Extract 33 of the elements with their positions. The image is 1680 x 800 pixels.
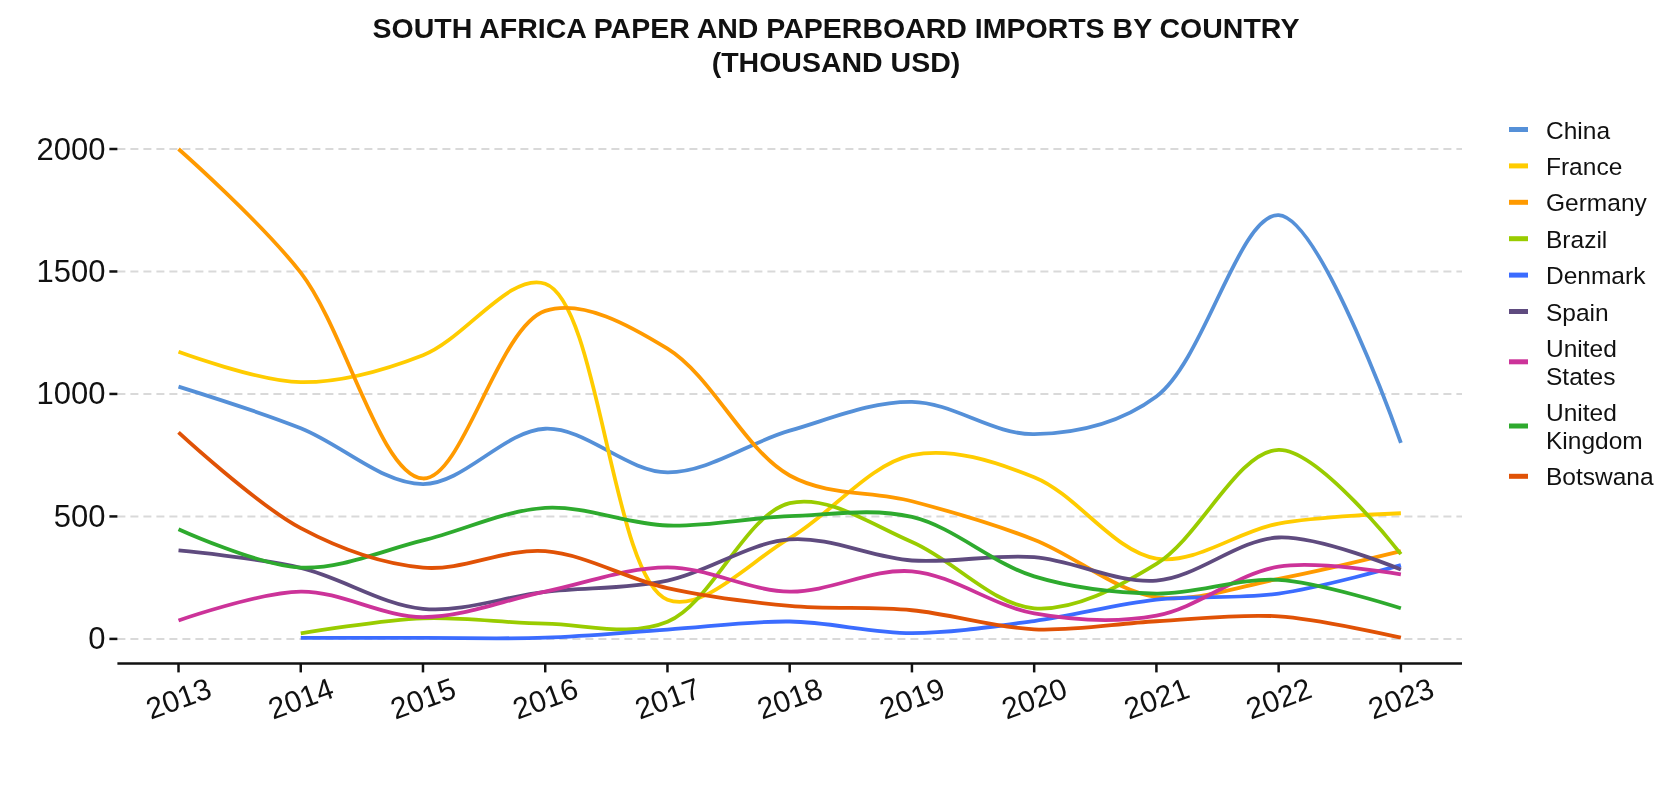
- x-tick-label: 2014: [263, 671, 338, 726]
- legend-label: United States: [1546, 334, 1617, 390]
- y-tick-label: 1000: [36, 376, 106, 412]
- x-tick-label: 2017: [630, 671, 705, 726]
- legend-label: Denmark: [1546, 261, 1647, 289]
- line-series: [176, 213, 1403, 486]
- x-tick-label: 2019: [874, 671, 949, 726]
- y-tick-label: 1500: [36, 253, 106, 289]
- line-series: [298, 447, 1403, 636]
- x-tick-label: 2018: [752, 671, 827, 726]
- x-tick-label: 2021: [1119, 671, 1194, 726]
- y-tick-label: 500: [53, 498, 106, 534]
- y-tick-label: 2000: [36, 131, 106, 167]
- x-tick-label: 2016: [508, 671, 583, 726]
- y-tick-label: 0: [88, 621, 106, 657]
- legend-label: United Kingdom: [1546, 398, 1643, 454]
- legend-label: Germany: [1546, 188, 1648, 216]
- line-series: [176, 535, 1403, 612]
- x-tick-label: 2022: [1241, 671, 1316, 726]
- legend-label: Botswana: [1546, 462, 1654, 490]
- line-series: [298, 563, 1403, 641]
- x-tick-label: 2020: [997, 671, 1072, 726]
- legend-label: Brazil: [1546, 225, 1608, 253]
- line-series: [176, 430, 1403, 640]
- legend-label: France: [1546, 152, 1623, 180]
- x-tick-label: 2015: [385, 671, 460, 726]
- chart-title: SOUTH AFRICA PAPER AND PAPERBOARD IMPORTS BY COUNTRY (THOUSAND USD): [372, 11, 1300, 78]
- legend-label: China: [1546, 116, 1611, 143]
- x-tick-label: 2023: [1363, 671, 1438, 726]
- legend-label: Spain: [1546, 298, 1609, 325]
- line-series: [176, 505, 1403, 611]
- line-series: [176, 563, 1403, 623]
- x-tick-label: 2013: [141, 671, 216, 726]
